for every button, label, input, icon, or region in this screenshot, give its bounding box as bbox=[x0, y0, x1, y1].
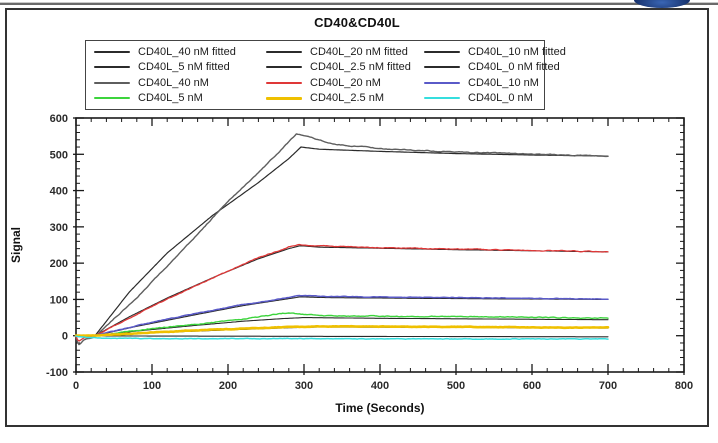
legend-label: CD40L_5 nM bbox=[138, 92, 203, 105]
y-tick-label: 500 bbox=[50, 149, 68, 161]
x-tick-label: 700 bbox=[599, 380, 617, 392]
y-tick-label: 0 bbox=[62, 331, 68, 343]
x-tick-label: 800 bbox=[675, 380, 693, 392]
legend-item: CD40L_40 nM fitted bbox=[94, 45, 266, 59]
legend-label: CD40L_2.5 nM bbox=[310, 92, 384, 105]
legend-label: CD40L_0 nM fitted bbox=[468, 61, 560, 74]
y-axis-title: Signal bbox=[9, 227, 23, 263]
legend-item: CD40L_10 nM bbox=[424, 76, 566, 90]
legend-item: CD40L_0 nM fitted bbox=[424, 60, 566, 74]
legend-swatch bbox=[94, 66, 130, 69]
legend-swatch bbox=[266, 50, 302, 53]
chart-title: CD40&CD40L bbox=[314, 15, 400, 30]
x-tick-label: 400 bbox=[371, 380, 389, 392]
legend-swatch bbox=[424, 97, 460, 100]
legend-item: CD40L_10 nM fitted bbox=[424, 45, 566, 59]
series-curve bbox=[75, 243, 609, 342]
legend-item: CD40L_0 nM bbox=[424, 91, 566, 105]
legend-item: CD40L_5 nM fitted bbox=[94, 60, 266, 74]
series-curve bbox=[75, 335, 609, 338]
x-tick-label: 300 bbox=[295, 380, 313, 392]
series-curve bbox=[75, 312, 609, 337]
series-curve bbox=[75, 133, 609, 346]
y-tick-label: 600 bbox=[50, 113, 68, 125]
legend-label: CD40L_40 nM fitted bbox=[138, 45, 236, 58]
x-tick-label: 500 bbox=[447, 380, 465, 392]
chart-panel: CD40&CD40L CD40L_40 nM fitted CD40L_20 nM… bbox=[5, 8, 709, 427]
series-curve bbox=[74, 324, 610, 338]
legend-label: CD40L_5 nM fitted bbox=[138, 61, 230, 74]
legend-item: CD40L_5 nM bbox=[94, 91, 266, 105]
x-tick-label: 100 bbox=[143, 380, 161, 392]
y-tick-label: 200 bbox=[50, 258, 68, 270]
legend-label: CD40L_20 nM bbox=[310, 76, 381, 89]
y-tick-label: 400 bbox=[50, 186, 68, 198]
legend-label: CD40L_10 nM bbox=[468, 76, 539, 89]
legend-item: CD40L_2.5 nM bbox=[266, 91, 424, 105]
x-tick-label: 200 bbox=[219, 380, 237, 392]
legend-label: CD40L_40 nM bbox=[138, 76, 209, 89]
legend-label: CD40L_20 nM fitted bbox=[310, 45, 408, 58]
legend-swatch bbox=[94, 97, 130, 100]
series-curve bbox=[75, 294, 609, 337]
legend-item: CD40L_40 nM bbox=[94, 76, 266, 90]
legend-swatch bbox=[94, 50, 130, 53]
legend-swatch bbox=[266, 66, 302, 69]
x-axis-title: Time (Seconds) bbox=[335, 401, 424, 415]
y-tick-label: 100 bbox=[50, 294, 68, 306]
legend-label: CD40L_10 nM fitted bbox=[468, 45, 566, 58]
y-tick-label: 300 bbox=[50, 222, 68, 234]
series-curve bbox=[75, 146, 609, 337]
x-tick-label: 0 bbox=[73, 380, 79, 392]
legend-swatch bbox=[266, 81, 302, 84]
legend-swatch bbox=[424, 81, 460, 84]
series-curve bbox=[75, 317, 609, 337]
y-tick-label: -100 bbox=[46, 367, 68, 379]
legend-swatch bbox=[424, 50, 460, 53]
series-curve bbox=[75, 335, 609, 341]
legend-swatch bbox=[266, 96, 302, 100]
legend-item: CD40L_2.5 nM fitted bbox=[266, 60, 424, 74]
logo-ellipse bbox=[634, 0, 690, 8]
legend-item: CD40L_20 nM bbox=[266, 76, 424, 90]
legend-item: CD40L_20 nM fitted bbox=[266, 45, 424, 59]
legend-swatch bbox=[94, 81, 130, 84]
x-tick-label: 600 bbox=[523, 380, 541, 392]
legend-label: CD40L_0 nM bbox=[468, 92, 533, 105]
legend-label: CD40L_2.5 nM fitted bbox=[310, 61, 411, 74]
top-divider bbox=[0, 2, 718, 5]
legend-swatch bbox=[424, 66, 460, 69]
legend: CD40L_40 nM fitted CD40L_20 nM fitted CD40… bbox=[85, 40, 566, 110]
